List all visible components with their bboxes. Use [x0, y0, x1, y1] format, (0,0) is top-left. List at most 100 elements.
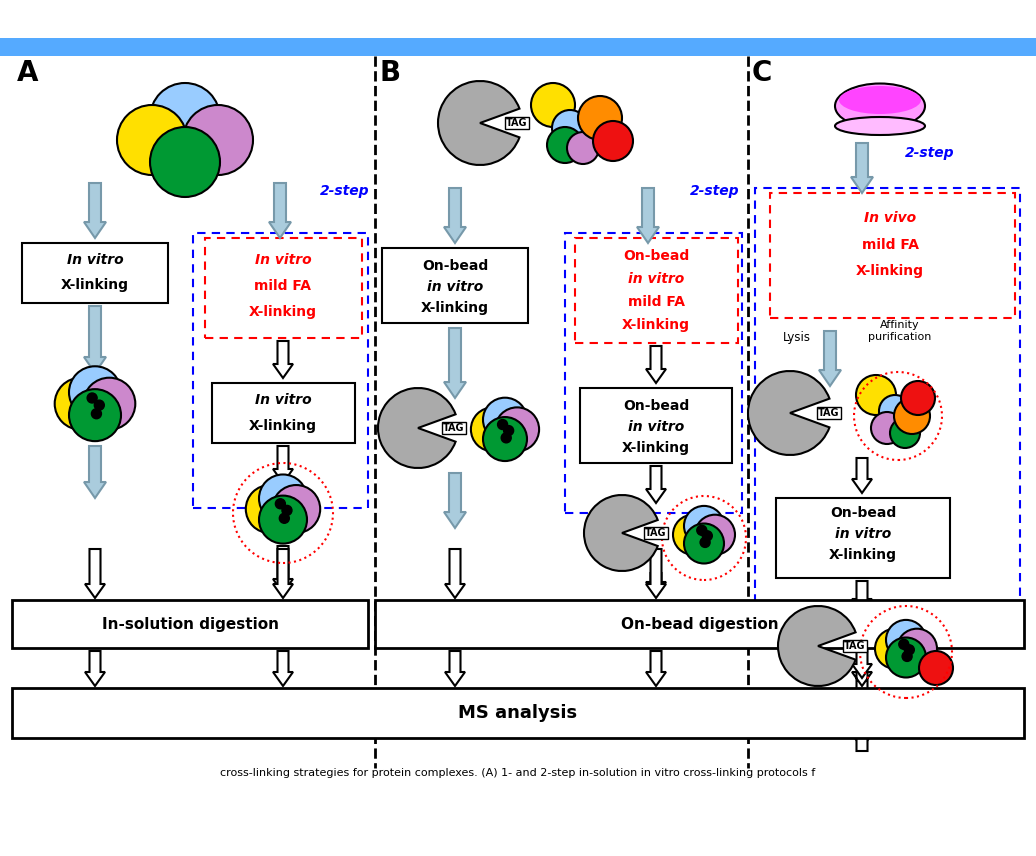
Polygon shape — [646, 573, 666, 596]
Polygon shape — [819, 331, 841, 386]
Text: X-linking: X-linking — [622, 318, 690, 332]
Polygon shape — [852, 616, 872, 678]
Ellipse shape — [835, 84, 925, 128]
Wedge shape — [584, 495, 658, 571]
Bar — [0, 38, 1036, 56]
Circle shape — [673, 514, 713, 555]
Text: 2-step: 2-step — [690, 184, 740, 198]
Ellipse shape — [839, 86, 921, 114]
Polygon shape — [274, 546, 293, 593]
Text: X-linking: X-linking — [829, 548, 897, 562]
Circle shape — [87, 393, 97, 403]
Circle shape — [259, 496, 307, 544]
Text: On-bead: On-bead — [623, 399, 689, 413]
Text: mild FA: mild FA — [628, 295, 685, 309]
Circle shape — [280, 514, 289, 523]
Circle shape — [879, 395, 911, 427]
Circle shape — [69, 366, 121, 419]
Text: TAG: TAG — [645, 528, 667, 538]
Circle shape — [94, 400, 105, 410]
Bar — [776, 498, 950, 578]
Polygon shape — [444, 188, 466, 243]
Text: X-linking: X-linking — [856, 264, 924, 278]
Text: In vitro: In vitro — [255, 393, 311, 407]
Polygon shape — [269, 183, 291, 238]
Circle shape — [501, 433, 511, 443]
Circle shape — [497, 419, 508, 430]
Text: in vitro: in vitro — [427, 280, 483, 294]
Circle shape — [282, 505, 292, 515]
Polygon shape — [445, 549, 465, 598]
Bar — [12, 688, 1024, 738]
Circle shape — [695, 514, 735, 555]
Circle shape — [886, 638, 926, 677]
Circle shape — [272, 485, 320, 533]
Text: X-linking: X-linking — [622, 441, 690, 455]
Text: 2-step: 2-step — [905, 146, 954, 160]
Circle shape — [567, 132, 599, 164]
Bar — [205, 238, 362, 338]
Polygon shape — [274, 446, 293, 483]
Circle shape — [531, 83, 575, 127]
Text: A: A — [18, 59, 38, 87]
Text: TAG: TAG — [818, 408, 840, 418]
Circle shape — [875, 628, 915, 669]
Bar — [755, 188, 1020, 608]
Text: X-linking: X-linking — [249, 419, 317, 433]
Circle shape — [894, 398, 930, 434]
Polygon shape — [852, 672, 872, 751]
Polygon shape — [646, 346, 666, 383]
Polygon shape — [852, 698, 872, 748]
Text: in vitro: in vitro — [628, 272, 684, 286]
Circle shape — [856, 375, 896, 415]
Polygon shape — [444, 473, 466, 528]
Text: TAG: TAG — [844, 641, 866, 651]
Circle shape — [702, 531, 713, 541]
Circle shape — [547, 127, 583, 163]
Circle shape — [471, 407, 515, 451]
Circle shape — [871, 412, 903, 444]
Circle shape — [552, 110, 588, 146]
Text: In vivo: In vivo — [864, 211, 916, 225]
Circle shape — [83, 377, 136, 430]
Circle shape — [495, 407, 539, 451]
Text: TAG: TAG — [507, 118, 527, 128]
Wedge shape — [778, 606, 856, 686]
Wedge shape — [378, 388, 456, 468]
Polygon shape — [851, 143, 873, 193]
Text: B: B — [379, 59, 401, 87]
Polygon shape — [84, 183, 106, 238]
Text: mild FA: mild FA — [862, 238, 919, 252]
Polygon shape — [852, 458, 872, 493]
Text: X-linking: X-linking — [421, 301, 489, 315]
Bar — [565, 233, 742, 513]
Circle shape — [483, 417, 527, 461]
Circle shape — [91, 408, 102, 419]
Circle shape — [503, 425, 514, 436]
Circle shape — [697, 526, 707, 535]
Circle shape — [886, 620, 926, 660]
Circle shape — [117, 105, 188, 175]
Polygon shape — [85, 549, 105, 598]
Polygon shape — [274, 341, 293, 378]
Wedge shape — [748, 371, 830, 455]
Ellipse shape — [835, 117, 925, 135]
Polygon shape — [637, 188, 659, 243]
Text: cross-linking strategies for protein complexes. (A) 1- and 2-step in-solution in: cross-linking strategies for protein com… — [221, 768, 815, 778]
Bar — [12, 600, 368, 648]
Bar — [575, 238, 738, 343]
Circle shape — [246, 485, 294, 533]
Bar — [212, 383, 355, 443]
Polygon shape — [84, 306, 106, 373]
Circle shape — [578, 96, 622, 140]
Bar — [22, 243, 168, 303]
Polygon shape — [852, 581, 872, 613]
Circle shape — [897, 628, 937, 669]
Circle shape — [55, 377, 107, 430]
Circle shape — [483, 398, 527, 442]
Wedge shape — [438, 81, 519, 165]
Text: X-linking: X-linking — [249, 305, 317, 319]
Circle shape — [150, 127, 220, 197]
Text: TAG: TAG — [443, 423, 465, 433]
Bar — [580, 388, 732, 463]
